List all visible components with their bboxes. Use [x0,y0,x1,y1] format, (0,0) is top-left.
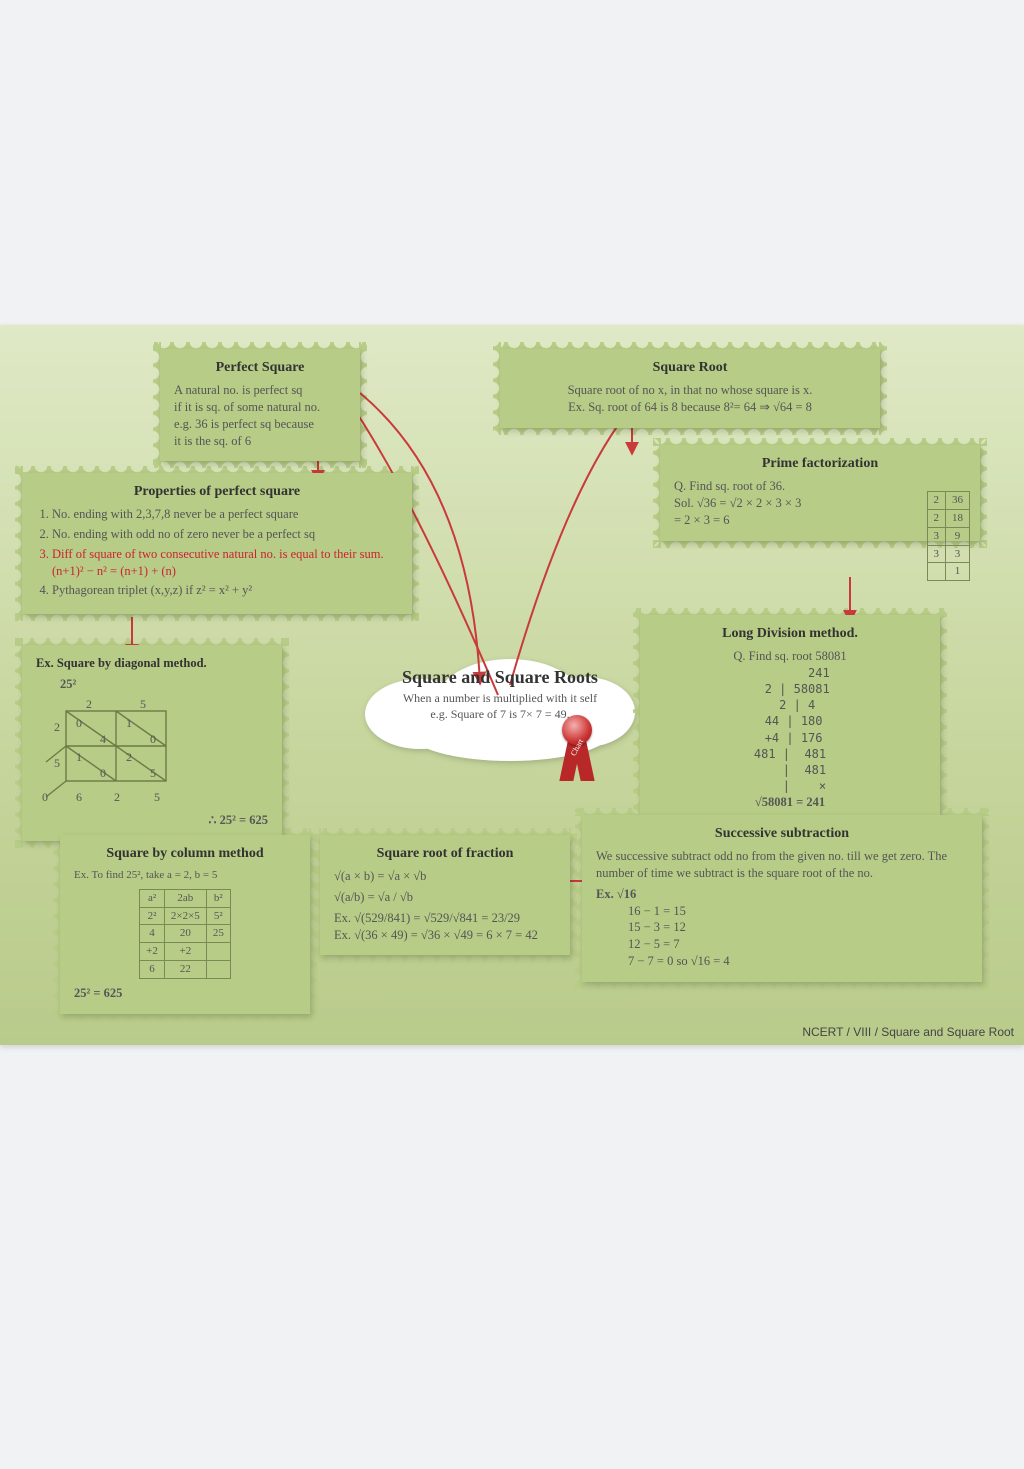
svg-text:1: 1 [126,716,132,730]
longdiv-work: 241 2 | 58081 2 | 4 44 | 180 +4 | 176 48… [654,665,926,795]
svg-text:5: 5 [140,697,146,711]
svg-text:0: 0 [150,732,156,746]
bubble-successive-subtraction: Successive subtraction We successive sub… [582,815,982,982]
sqroot-title: Square Root [514,359,866,378]
longdiv-title: Long Division method. [654,625,926,644]
svg-text:5: 5 [150,766,156,780]
svg-text:5: 5 [154,790,160,804]
bubble-square-root: Square Root Square root of no x, in that… [500,349,880,428]
column-ex: Ex. To find 25², take a = 2, b = 5 [74,868,296,883]
properties-item: No. ending with 2,3,7,8 never be a perfe… [52,506,398,523]
fraction-ex1: Ex. √(529/841) = √529/√841 = 23/29 [334,910,556,927]
column-table: a²2abb²2²2×2×55²42025+2+2622 [139,889,231,979]
svg-text:5: 5 [54,756,60,770]
prime-sol2: = 2 × 3 = 6 [674,512,966,529]
svg-text:0: 0 [100,766,106,780]
svg-text:1: 1 [76,750,82,764]
svg-text:0: 0 [76,716,82,730]
svg-text:4: 4 [100,732,106,746]
succ-body: We successive subtract odd no from the g… [596,848,968,882]
properties-item: Pythagorean triplet (x,y,z) if z² = x² +… [52,582,398,599]
svg-text:2: 2 [54,720,60,734]
svg-text:2: 2 [86,697,92,711]
diagonal-lattice-icon: 2 5 2 5 0 4 1 0 1 0 2 5 0 6 2 5 [36,697,206,807]
perfect-square-title: Perfect Square [174,359,346,378]
fraction-title: Square root of fraction [334,845,556,864]
svg-text:0: 0 [42,790,48,804]
bubble-prime-factorization: Prime factorization Q. Find sq. root of … [660,445,980,541]
succ-step: 7 − 7 = 0 so √16 = 4 [628,953,968,970]
chart-ribbon-icon: Chart [560,715,594,785]
concept-map-page: Square and Square Roots When a number is… [0,325,1024,1045]
properties-item: No. ending with odd no of zero never be … [52,526,398,543]
bubble-properties: Properties of perfect square No. ending … [22,473,412,614]
center-line1: When a number is multiplied with it self [355,690,645,706]
column-result: 25² = 625 [74,985,296,1002]
properties-list: No. ending with 2,3,7,8 never be a perfe… [36,506,398,599]
prime-ladder: 23621839331 [927,491,971,581]
bubble-perfect-square: Perfect Square A natural no. is perfect … [160,349,360,461]
prime-title: Prime factorization [674,455,966,474]
svg-text:2: 2 [114,790,120,804]
center-title-cloud: Square and Square Roots When a number is… [355,653,645,763]
longdiv-q: Q. Find sq. root 58081 [654,648,926,665]
properties-item: Diff of square of two consecutive natura… [52,546,398,580]
succ-step: 12 − 5 = 7 [628,936,968,953]
svg-text:2: 2 [126,750,132,764]
perfect-square-body: A natural no. is perfect sq if it is sq.… [174,382,346,450]
diag-number: 25² [60,676,268,693]
column-title: Square by column method [74,845,296,864]
bubble-column-method: Square by column method Ex. To find 25²,… [60,835,310,1014]
succ-title: Successive subtraction [596,825,968,844]
diag-result: ∴ 25² = 625 [36,812,268,829]
fraction-rule1: √(a × b) = √a × √b [334,868,556,885]
bubble-sqrt-fraction: Square root of fraction √(a × b) = √a × … [320,835,570,955]
properties-title: Properties of perfect square [36,483,398,502]
page-footer: NCERT / VIII / Square and Square Root [802,1025,1014,1039]
prime-sol1: Sol. √36 = √2 × 2 × 3 × 3 [674,495,966,512]
prime-q: Q. Find sq. root of 36. [674,478,966,495]
succ-step: 15 − 3 = 12 [628,919,968,936]
center-line2: e.g. Square of 7 is 7× 7 = 49. [355,706,645,722]
fraction-ex2: Ex. √(36 × 49) = √36 × √49 = 6 × 7 = 42 [334,927,556,944]
center-title: Square and Square Roots [355,667,645,688]
succ-steps: 16 − 1 = 1515 − 3 = 1212 − 5 = 77 − 7 = … [628,903,968,971]
bubble-long-division: Long Division method. Q. Find sq. root 5… [640,615,940,823]
fraction-rule2: √(a/b) = √a / √b [334,889,556,906]
longdiv-result: √58081 = 241 [654,794,926,811]
sqroot-body: Square root of no x, in that no whose sq… [514,382,866,416]
bubble-diagonal-method: Ex. Square by diagonal method. 25² 2 5 2 5… [22,645,282,841]
succ-ex: Ex. √16 [596,886,968,903]
succ-step: 16 − 1 = 15 [628,903,968,920]
diag-ex-label: Ex. Square by diagonal method. [36,655,268,672]
svg-text:6: 6 [76,790,82,804]
